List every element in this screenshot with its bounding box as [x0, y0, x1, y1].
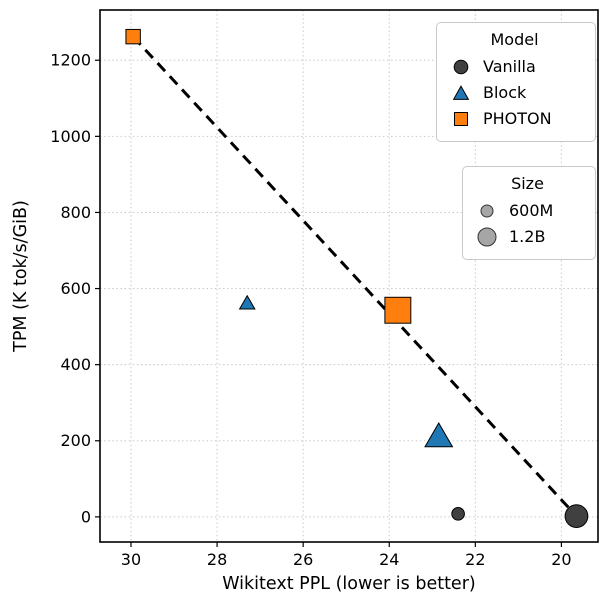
block-triangle-shape [452, 85, 470, 100]
y-tick-label: 1200 [50, 51, 91, 70]
legend-model-title: Model [490, 30, 539, 49]
x-tick-label: 24 [379, 550, 399, 569]
trend-dashed-line [132, 35, 578, 518]
vanilla-marker-1.2b [564, 504, 589, 528]
vanilla-marker-600m [451, 507, 465, 521]
y-tick-label: 800 [60, 203, 91, 222]
x-tick-label: 26 [293, 550, 313, 569]
x-tick-label: 28 [207, 550, 227, 569]
y-tick-label: 400 [60, 355, 91, 374]
y-tick-label: 1000 [50, 127, 91, 146]
y-axis-label: TPM (K tok/s/GiB) [11, 200, 31, 353]
size-600m-circle-shape [480, 204, 494, 218]
block-triangle-icon [450, 83, 472, 103]
legend-entry-block: Block [450, 80, 579, 106]
legend-label-1-2b: 1.2B [509, 227, 546, 246]
y-tick-label: 600 [60, 279, 91, 298]
legend-size: Size 600M 1.2B [462, 166, 596, 260]
legend-model: Model Vanilla Block PHOTO [436, 22, 596, 142]
x-tick-label: 20 [551, 550, 571, 569]
photon-marker-1.2b [384, 296, 412, 324]
plot-border [99, 9, 599, 543]
y-tick-label: 200 [60, 431, 91, 450]
block-marker-600m [238, 294, 256, 310]
legend-size-title: Size [511, 174, 544, 193]
size-1-2b-circle-icon [476, 227, 498, 247]
size-1-2b-circle-shape [477, 227, 497, 247]
legend-entry-vanilla: Vanilla [450, 54, 579, 80]
legend-entry-photon: PHOTON [450, 106, 579, 132]
x-tick-label: 30 [121, 550, 141, 569]
legend-label-600m: 600M [509, 201, 554, 220]
legend-label-photon: PHOTON [483, 109, 552, 128]
vanilla-circle-shape [453, 59, 469, 75]
size-600m-circle-icon [476, 201, 498, 221]
x-axis-label: Wikitext PPL (lower is better) [222, 574, 475, 594]
legend-entry-600m: 600M [476, 198, 579, 224]
photon-square-icon [450, 109, 472, 129]
photon-square-shape [454, 112, 468, 126]
photon-marker-600m [125, 28, 141, 45]
y-tick-label: 0 [81, 507, 91, 526]
legend-label-vanilla: Vanilla [483, 57, 536, 76]
vanilla-circle-icon [450, 57, 472, 77]
block-marker-1.2b [424, 422, 454, 448]
x-tick-label: 22 [465, 550, 485, 569]
legend-label-block: Block [483, 83, 527, 102]
legend-entry-1-2b: 1.2B [476, 224, 579, 250]
